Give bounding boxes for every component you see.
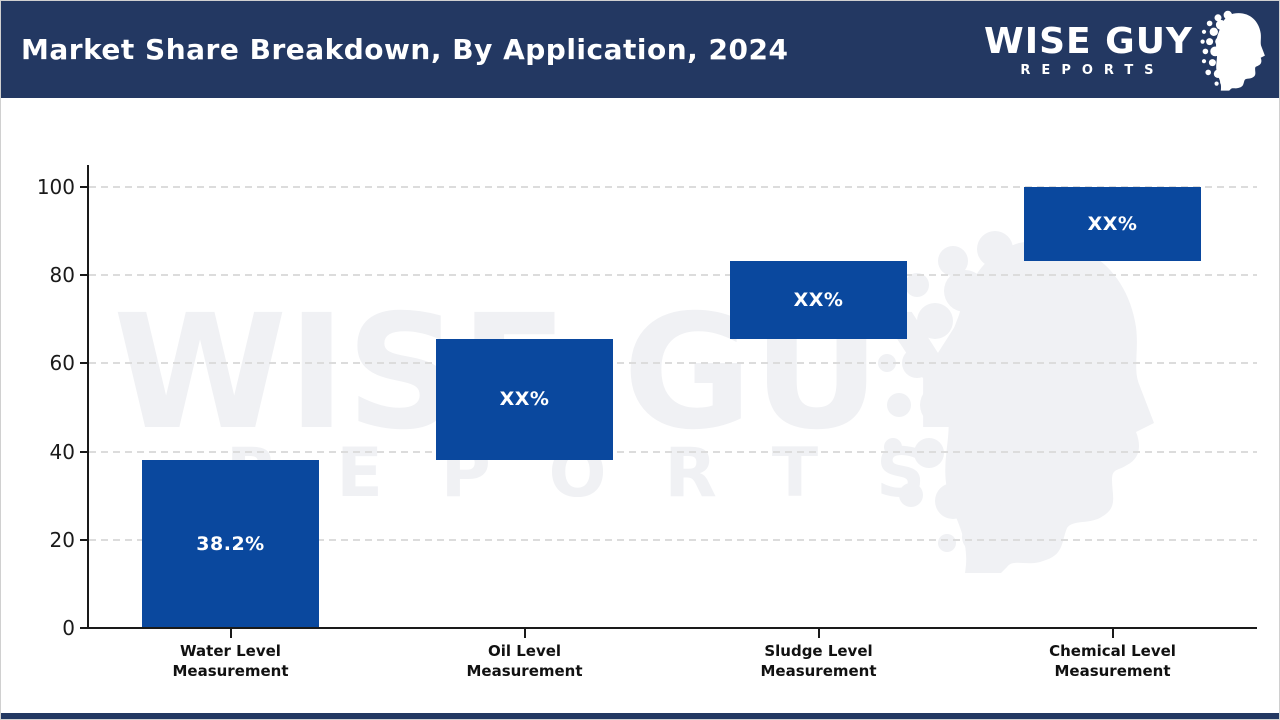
bar: XX% bbox=[1024, 187, 1201, 262]
bar-value-label: XX% bbox=[499, 388, 550, 411]
gridline bbox=[89, 538, 1257, 541]
x-category-label: Water Level Measurement bbox=[172, 642, 289, 680]
y-axis-tick-label: 100 bbox=[36, 175, 75, 199]
y-tick-mark bbox=[80, 274, 89, 277]
header-bar: Market Share Breakdown, By Application, … bbox=[1, 1, 1279, 98]
y-tick-mark bbox=[80, 362, 89, 365]
gridline bbox=[89, 186, 1257, 188]
bar-value-label: 38.2% bbox=[196, 532, 265, 555]
bar: XX% bbox=[436, 339, 613, 460]
footer-bar bbox=[1, 713, 1279, 719]
brand-name: WISE GUY bbox=[983, 21, 1193, 62]
watermark-head-icon bbox=[878, 231, 1154, 573]
bar: 38.2% bbox=[142, 459, 319, 628]
brand-logo-text: WISE GUY REPORTS bbox=[983, 21, 1193, 79]
x-tick-mark bbox=[817, 629, 820, 638]
brand-head-icon bbox=[1200, 10, 1265, 91]
bar-value-label: XX% bbox=[793, 289, 844, 312]
y-axis-tick-label: 40 bbox=[49, 439, 75, 464]
chart-area: WISE GUY REPORTS 0 20 40 60 80 100 38.2% Water … bbox=[1, 98, 1279, 715]
x-category-label: Oil Level Measurement bbox=[466, 642, 583, 680]
waterfall-chart: 0 20 40 60 80 100 38.2% Water Level Measurement… bbox=[1, 98, 1279, 715]
y-tick-mark bbox=[80, 450, 89, 453]
x-tick-mark bbox=[1111, 629, 1114, 638]
y-tick-mark bbox=[80, 186, 89, 188]
bar-value-label: XX% bbox=[1087, 213, 1138, 236]
brand-subname: REPORTS bbox=[1020, 63, 1165, 78]
y-axis-tick-label: 20 bbox=[49, 527, 75, 552]
bar: XX% bbox=[730, 261, 907, 340]
x-axis bbox=[87, 627, 1257, 629]
y-tick-mark bbox=[80, 627, 89, 629]
page-title: Market Share Breakdown, By Application, … bbox=[21, 33, 789, 66]
y-axis-tick-label: 60 bbox=[49, 351, 75, 376]
brand-logo: WISE GUY REPORTS bbox=[984, 6, 1267, 94]
x-category-label: Sludge Level Measurement bbox=[760, 642, 877, 680]
x-tick-mark bbox=[229, 629, 232, 638]
y-axis-tick-label: 80 bbox=[49, 263, 75, 288]
x-tick-mark bbox=[523, 629, 526, 638]
y-tick-mark bbox=[80, 538, 89, 541]
y-axis-tick-label: 0 bbox=[62, 616, 75, 640]
gridline bbox=[89, 274, 1257, 277]
gridline bbox=[89, 450, 1257, 453]
gridline bbox=[89, 362, 1257, 365]
y-axis bbox=[87, 165, 89, 629]
x-category-label: Chemical Level Measurement bbox=[1049, 642, 1176, 680]
